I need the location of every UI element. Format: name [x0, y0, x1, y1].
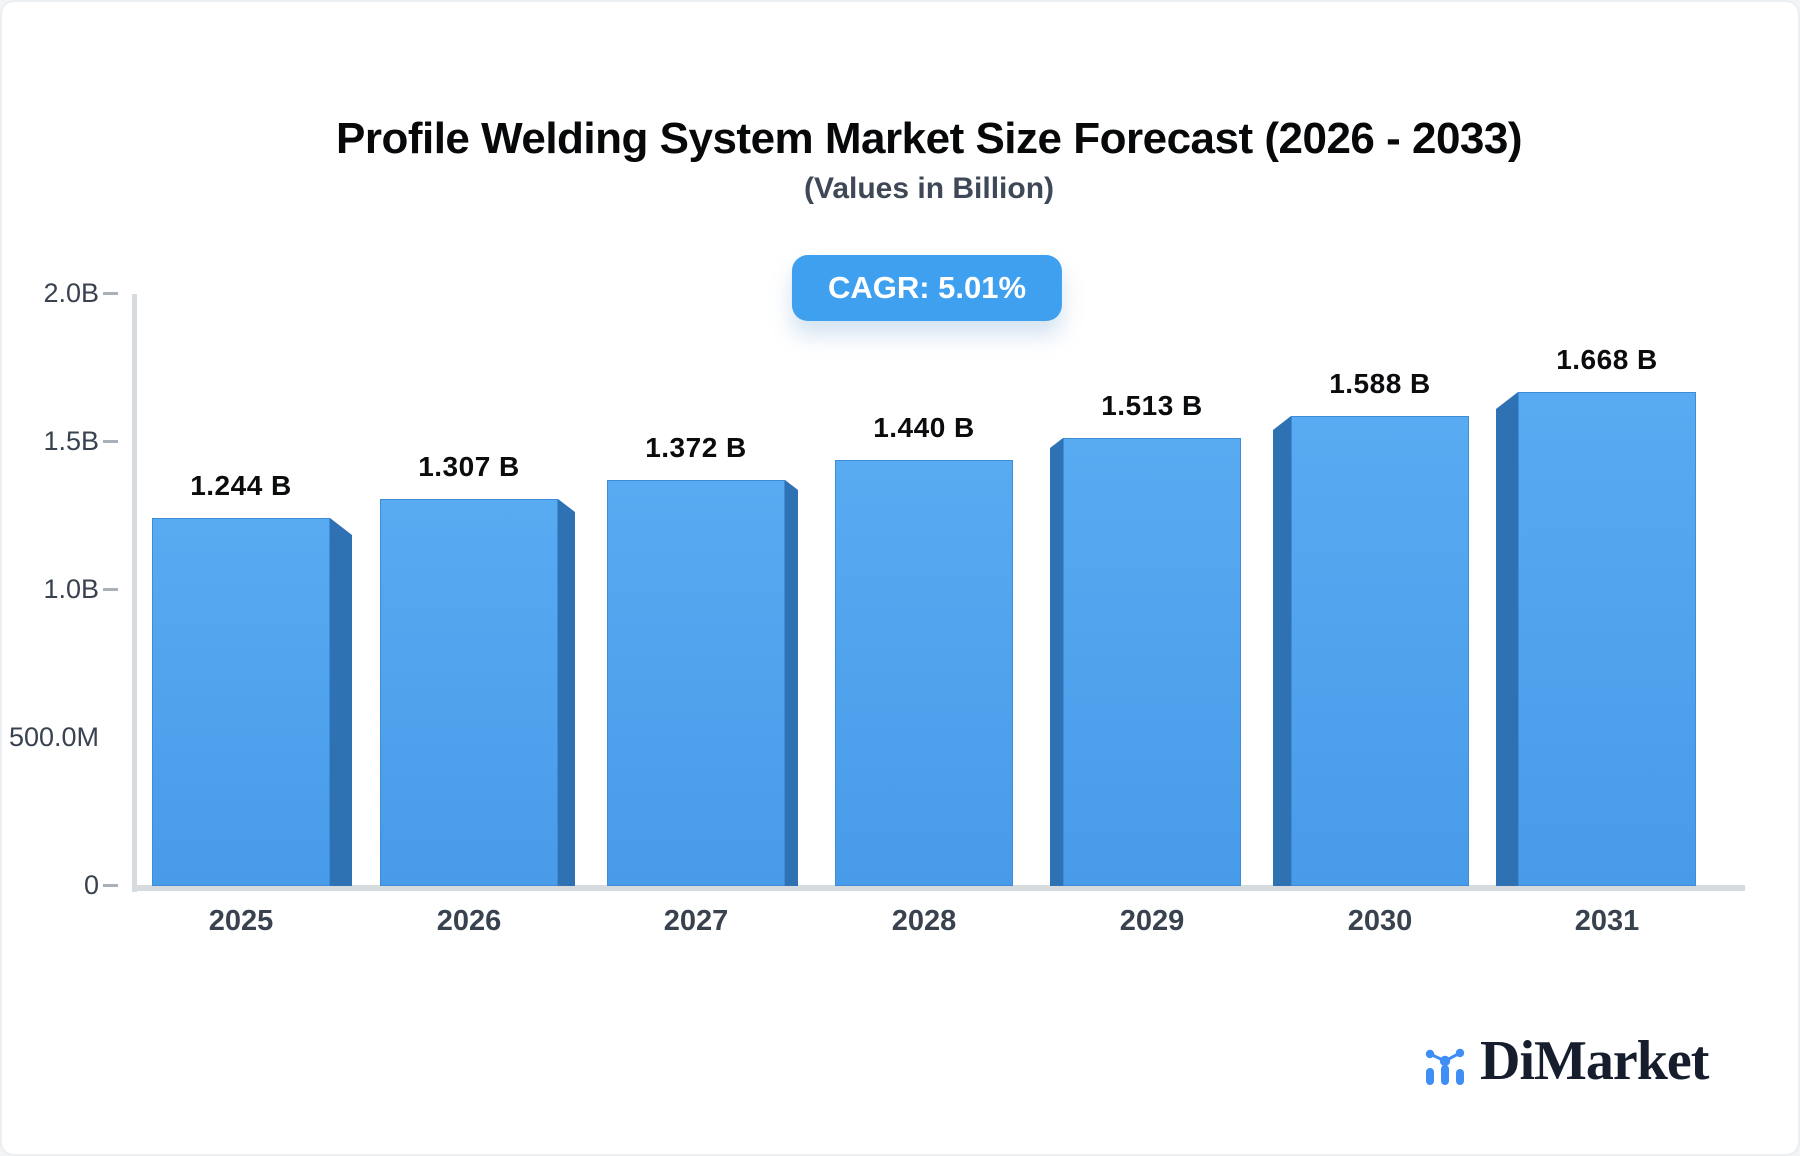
x-axis-label: 2026: [436, 905, 502, 937]
x-axis-label: 2027: [663, 905, 729, 937]
bar-2025: [152, 518, 330, 886]
brand-logo: DiMarket: [1422, 1030, 1709, 1092]
y-axis-label: 0: [83, 870, 99, 900]
bar-value-label: 1.244 B: [190, 470, 292, 501]
y-axis-label: 1.0B: [43, 574, 99, 604]
bar-2026: [380, 499, 558, 886]
y-axis-line: [132, 294, 137, 892]
chart-subtitle: (Values in Billion): [803, 172, 1055, 205]
y-tick-dash: [103, 440, 118, 443]
bar-2028: [835, 460, 1013, 886]
bar-2030: [1291, 416, 1469, 886]
bar-value-label: 1.307 B: [418, 451, 520, 482]
x-axis-label: 2030: [1347, 905, 1413, 937]
bar-value-label: 1.588 B: [1329, 368, 1431, 399]
y-axis-label: 1.5B: [43, 426, 99, 456]
bar-value-label: 1.372 B: [645, 432, 747, 463]
dimarket-logo-icon: [1425, 1048, 1465, 1085]
x-axis-baseline: [132, 885, 1745, 891]
bar-2027: [607, 480, 785, 886]
x-axis-label: 2031: [1574, 905, 1640, 937]
y-tick-dash: [103, 292, 118, 295]
bar-3d-side: [558, 499, 575, 886]
bar-value-label: 1.668 B: [1556, 344, 1658, 375]
bar-3d-side: [785, 480, 798, 886]
bar-2029: [1063, 438, 1241, 886]
bar-3d-side: [1273, 416, 1291, 886]
x-axis-label: 2029: [1119, 905, 1185, 937]
y-tick-dash: [103, 884, 118, 887]
y-tick-dash: [103, 588, 118, 591]
bar-3d-side: [330, 518, 352, 886]
y-axis-label: 2.0B: [43, 278, 99, 308]
cagr-badge: CAGR: 5.01%: [791, 255, 1063, 321]
brand-name: DiMarket: [1480, 1030, 1709, 1092]
y-axis-label: 500.0M: [8, 722, 99, 752]
bar-3d-side: [1050, 438, 1063, 886]
x-axis-label: 2025: [208, 905, 274, 937]
bar-value-label: 1.440 B: [873, 412, 975, 443]
x-axis-label: 2028: [891, 905, 957, 937]
bar-2031: [1518, 392, 1696, 886]
chart-title: Profile Welding System Market Size Forec…: [335, 114, 1523, 163]
bar-3d-side: [1496, 392, 1518, 886]
bar-value-label: 1.513 B: [1101, 390, 1203, 421]
